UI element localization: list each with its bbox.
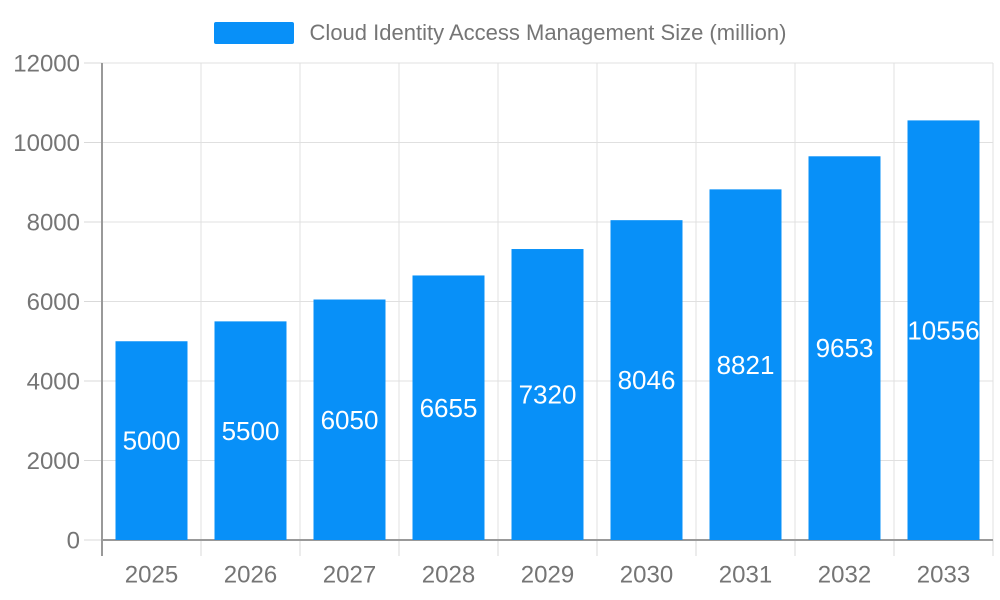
bar-value-label: 10556 bbox=[907, 315, 979, 345]
y-axis-label: 4000 bbox=[27, 368, 80, 395]
bar-value-label: 9653 bbox=[816, 333, 874, 363]
x-axis-label: 2025 bbox=[125, 561, 178, 588]
bar-2027 bbox=[313, 299, 386, 540]
y-axis-label: 2000 bbox=[27, 448, 80, 475]
bar-value-label: 6050 bbox=[321, 405, 379, 435]
x-axis-label: 2026 bbox=[224, 561, 277, 588]
x-axis-label: 2032 bbox=[818, 561, 871, 588]
legend-series-label: Cloud Identity Access Management Size (m… bbox=[309, 20, 787, 45]
bar-value-label: 8821 bbox=[717, 350, 775, 380]
bar-value-label: 8046 bbox=[618, 365, 676, 395]
x-axis-label: 2029 bbox=[521, 561, 574, 588]
legend[interactable]: Cloud Identity Access Management Size (m… bbox=[0, 20, 1000, 46]
bar-value-label: 5000 bbox=[123, 426, 181, 456]
bar-2029 bbox=[511, 249, 584, 540]
bar-2025 bbox=[115, 341, 188, 540]
bar-2030 bbox=[610, 220, 683, 540]
bar-2031 bbox=[709, 189, 782, 541]
y-axis-label: 0 bbox=[67, 527, 80, 554]
bar-2033 bbox=[907, 120, 980, 541]
x-axis-label: 2027 bbox=[323, 561, 376, 588]
x-axis-label: 2030 bbox=[620, 561, 673, 588]
x-axis-label: 2033 bbox=[917, 561, 970, 588]
y-axis-label: 10000 bbox=[13, 130, 80, 157]
bar-2032 bbox=[808, 156, 881, 540]
x-axis-label: 2031 bbox=[719, 561, 772, 588]
legend-swatch-icon bbox=[213, 22, 294, 44]
bar-2028 bbox=[412, 275, 485, 540]
bar-value-label: 5500 bbox=[222, 416, 280, 446]
y-axis-label: 6000 bbox=[27, 289, 80, 316]
bar-2026 bbox=[214, 321, 287, 540]
x-axis-label: 2028 bbox=[422, 561, 475, 588]
y-axis-label: 8000 bbox=[27, 209, 80, 236]
bar-value-label: 6655 bbox=[420, 393, 478, 423]
bar-value-label: 7320 bbox=[519, 380, 577, 410]
y-axis-label: 12000 bbox=[13, 50, 80, 77]
